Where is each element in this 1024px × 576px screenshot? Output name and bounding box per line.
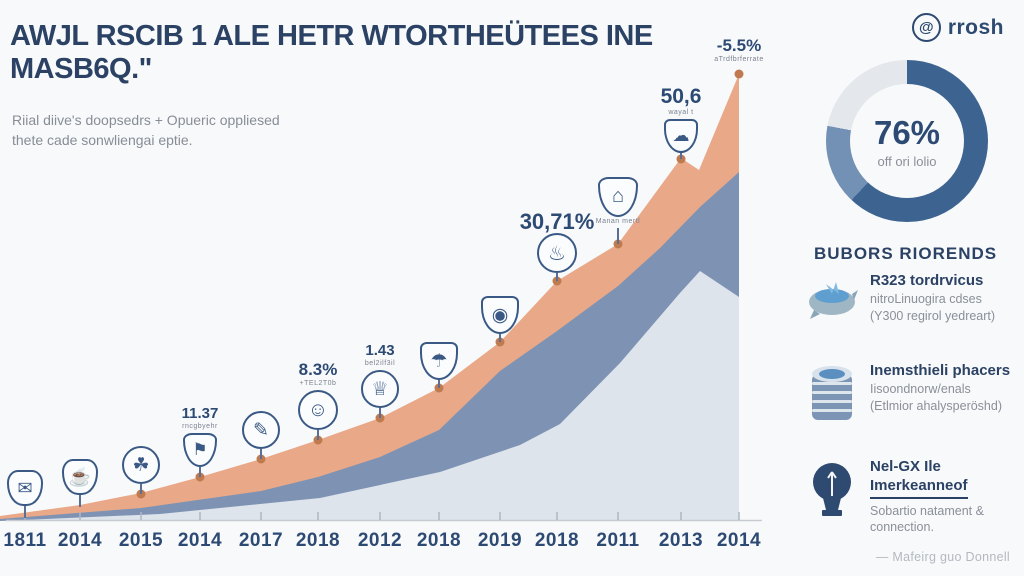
x-axis-year-label: 2014 <box>716 530 762 551</box>
list-item: Nel-GX Ile Imerkeanneof Sobartio natamen… <box>806 458 1020 536</box>
x-axis-year-label: 2013 <box>658 530 704 551</box>
donut-label: off ori lolio <box>877 153 937 169</box>
x-axis-year-label: 2018 <box>416 530 462 551</box>
x-axis-year-label: 2015 <box>118 530 164 551</box>
donut-value: 76% <box>873 113 941 151</box>
marker-dot <box>313 435 323 445</box>
x-axis-year-label: 2018 <box>295 530 341 551</box>
page-title: AWJL RSCIB 1 ALE HETR WTORTHEÜTEES INE M… <box>10 20 653 86</box>
at-circle-icon: @ <box>911 13 941 42</box>
x-axis-year-label: 2017 <box>238 530 284 551</box>
marker-dot <box>434 383 444 393</box>
list-item-text: Nel-GX Ile Imerkeanneof Sobartio natamen… <box>870 458 984 536</box>
x-axis-labels: 1811 2014 2015 2014 2017 2018 2012 2018 2019 2018… <box>0 530 800 570</box>
list-item: R323 tordrvicus nitroLinuogira cdses (Y3… <box>806 272 1020 325</box>
list-item-line: nitroLinuogira cdses <box>870 291 982 306</box>
list-item-line: Iisoondnorw/enals <box>870 381 971 396</box>
x-axis-year-label: 2014 <box>57 530 103 551</box>
list-item-text: R323 tordrvicus nitroLinuogira cdses (Y3… <box>870 272 995 325</box>
x-axis-year-label: 2012 <box>357 530 403 551</box>
logo-text: rrosh <box>947 15 1004 39</box>
marker-dot <box>195 472 205 482</box>
list-item: Inemsthieli phacers Iisoondnorw/enals (E… <box>806 362 1020 428</box>
pot-icon <box>806 272 858 322</box>
stacked-area-chart: ✉ ☕ ☘ 11.37 rncgbyehr ⚑ ✎ 8.3% +TEL2T0b ☺ 1.43 bel2… <box>0 37 800 570</box>
donut-hole: 76% off ori lolio <box>850 84 964 198</box>
list-item-title: R323 tordrvicus <box>870 272 984 289</box>
marker-dot <box>613 239 623 249</box>
sidebar: 76% off ori lolio BUBORS RIORENDS R323 t… <box>800 0 1024 576</box>
marker-dot <box>734 69 744 79</box>
x-axis-year-label: 2019 <box>477 530 523 551</box>
list-item-line: (Y300 regirol yedreart) <box>870 308 996 323</box>
list-item-text: Inemsthieli phacers Iisoondnorw/enals (E… <box>870 362 1010 415</box>
x-axis-year-label: 2011 <box>596 530 640 551</box>
list-item-line: (Etlmior ahalysperöshd) <box>870 398 1002 413</box>
list-item-title: Nel-GX Ile Imerkeanneof <box>870 458 984 499</box>
attribution: — Mafeirg guo Donnell <box>875 550 1010 564</box>
database-icon <box>806 362 858 428</box>
donut-chart: 76% off ori lolio <box>826 60 988 222</box>
marker-dot <box>256 454 266 464</box>
marker-dot <box>676 154 686 164</box>
marker-dot <box>375 413 385 423</box>
marker-dot <box>552 276 562 286</box>
page-subtitle: Riial diive's doopsedrs + Opueric opplie… <box>12 112 280 149</box>
bottom-layer-area <box>0 271 739 521</box>
list-item-line: Sobartio natament & <box>870 503 984 518</box>
logo: @ rrosh <box>911 13 1004 42</box>
lightbulb-icon <box>806 458 858 528</box>
marker-dot <box>136 489 146 499</box>
x-axis-year-label: 1811 <box>3 530 47 551</box>
x-axis-year-label: 2018 <box>534 530 580 551</box>
list-item-title: Inemsthieli phacers <box>870 362 1011 379</box>
marker-dot <box>495 337 505 347</box>
list-item-line: connection. <box>870 520 934 535</box>
sidebar-heading: BUBORS RIORENDS <box>814 244 998 263</box>
x-axis-year-label: 2014 <box>177 530 223 551</box>
chart-canvas <box>0 69 762 522</box>
